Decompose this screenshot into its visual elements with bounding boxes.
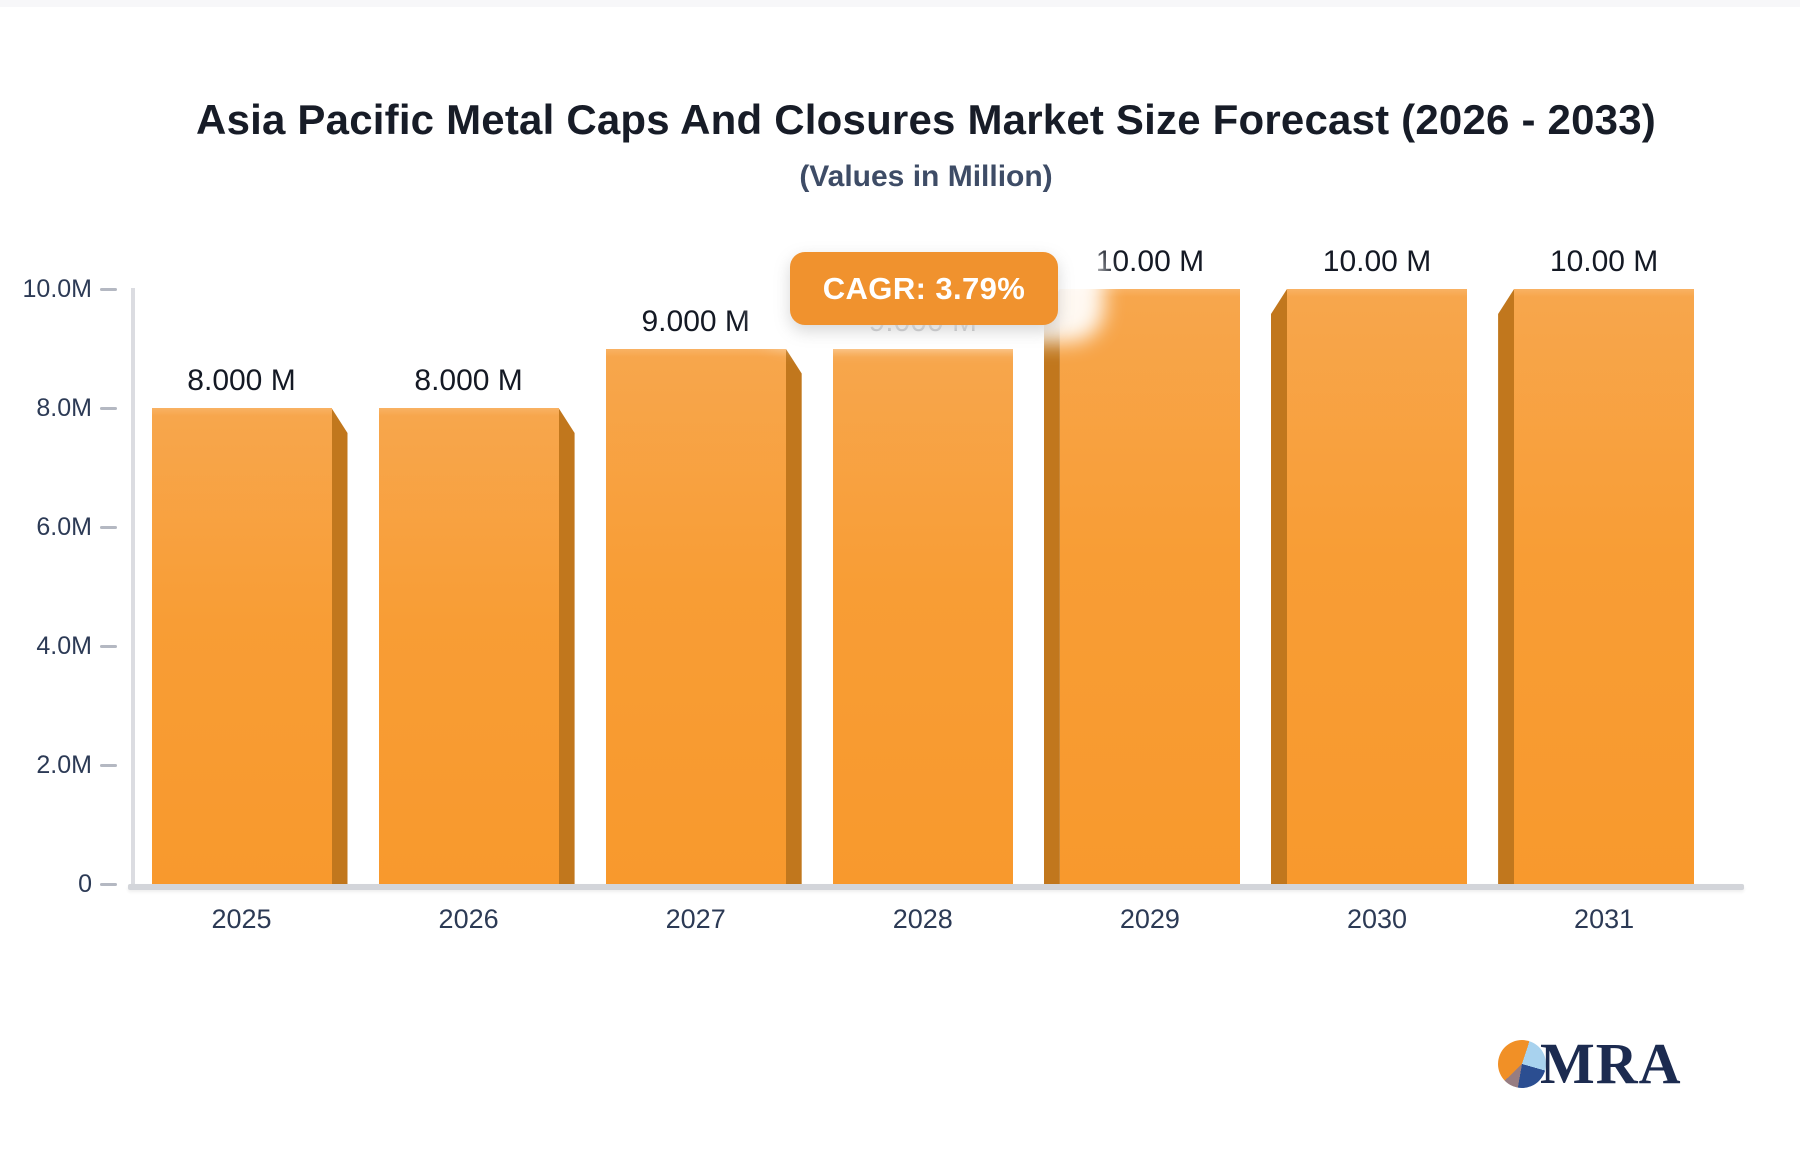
bar-value-label-2026: 8.000 M [414,364,523,397]
y-tick-label-2.0M: 2.0M [36,751,92,779]
mra-logo: MRA [1498,1031,1682,1096]
chart-title: Asia Pacific Metal Caps And Closures Mar… [196,96,1656,143]
y-tick-label-0: 0 [78,870,92,898]
bar-2031[interactable] [1514,289,1695,884]
bar-2027-side-face [785,348,802,884]
bar-value-label-2030: 10.00 M [1322,245,1432,278]
bar-2026[interactable] [378,408,559,884]
bar-value-label-2031: 10.00 M [1549,245,1659,278]
cagr-badge: CAGR: 3.79% [790,252,1058,325]
chart-subtitle: (Values in Million) [799,160,1053,193]
bar-2030-side-face [1271,289,1287,884]
x-tick-label-2031: 2031 [1574,904,1635,934]
y-axis-tick [100,645,117,648]
y-axis-tick [100,407,117,410]
bar-2029-side-face [1043,289,1060,884]
mra-logo-text: MRA [1540,1031,1682,1096]
x-tick-label-2025: 2025 [211,904,272,934]
mra-pie-logo-icon [1498,1040,1546,1088]
x-tick-label-2027: 2027 [665,904,726,934]
bar-2031-side-face [1498,289,1515,884]
bar-2028[interactable] [832,348,1013,884]
y-axis-tick [100,288,117,291]
y-tick-label-10.0M: 10.0M [22,275,92,303]
bar-value-label-2029: 10.00 M [1095,245,1205,278]
x-tick-label-2026: 2026 [438,904,499,934]
y-tick-label-6.0M: 6.0M [36,513,92,541]
bar-value-label-2025: 8.000 M [187,364,296,397]
x-axis-baseline [128,884,1744,890]
bar-value-label-2027: 9.000 M [641,304,750,338]
bar-2026-side-face [558,408,575,884]
y-tick-label-8.0M: 8.0M [36,394,92,422]
page-top-edge [0,0,1800,7]
bar-2030[interactable] [1287,289,1467,884]
y-axis-line [131,288,135,884]
y-axis-tick [100,883,117,886]
chart-header: Asia Pacific Metal Caps And Closures Mar… [0,96,1800,194]
bar-2027[interactable] [605,348,786,884]
y-axis-tick [100,764,117,767]
bar-2025-side-face [331,408,348,884]
x-tick-label-2030: 2030 [1346,904,1408,934]
bar-2029[interactable] [1059,289,1240,884]
x-tick-label-2029: 2029 [1119,904,1180,934]
y-axis-tick [100,526,117,529]
y-tick-label-4.0M: 4.0M [36,632,92,660]
bar-2025[interactable] [151,408,332,884]
x-tick-label-2028: 2028 [892,904,953,934]
